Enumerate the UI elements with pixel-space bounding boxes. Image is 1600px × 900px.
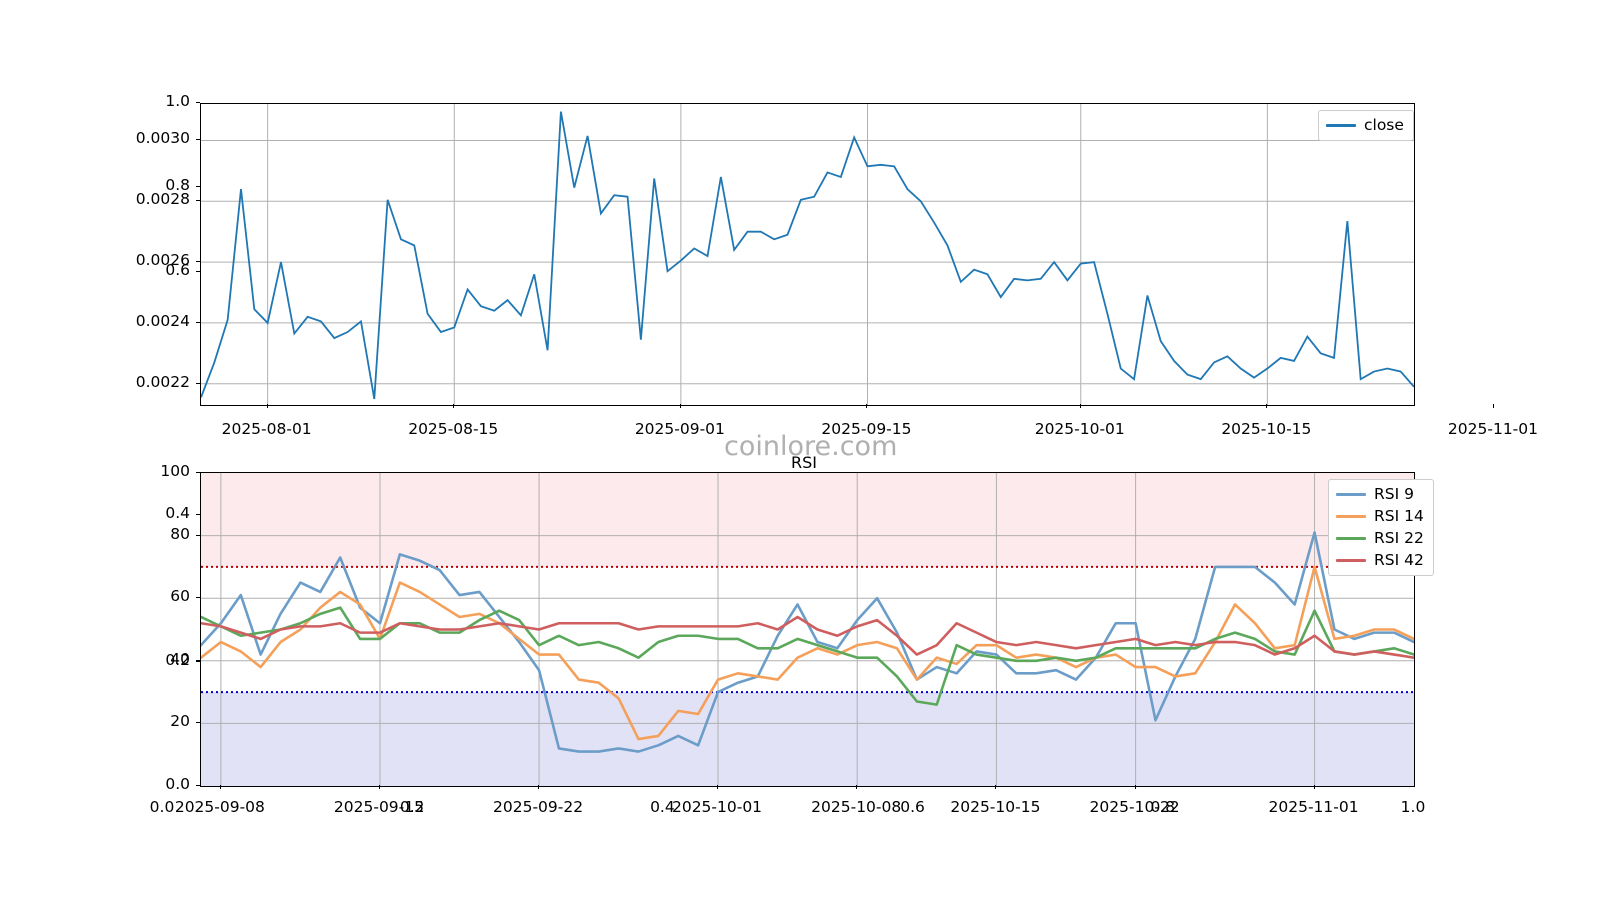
axis-tickmark — [219, 785, 221, 789]
axis-tickmark — [679, 404, 681, 408]
legend-line-swatch-icon — [1336, 493, 1366, 496]
legend-label: RSI 9 — [1374, 484, 1414, 503]
rsi-legend-item-0[interactable]: RSI 9 — [1336, 485, 1424, 504]
axis-tickmark — [196, 321, 200, 323]
rsi-legend-item-2[interactable]: RSI 22 — [1336, 529, 1424, 548]
price-x-tick-label: 2025-08-01 — [221, 420, 312, 438]
axis-tickmark — [196, 722, 200, 724]
rsi-x-tick-label: 2025-11-01 — [1268, 798, 1359, 816]
price-x-tick-label: 2025-08-15 — [408, 420, 499, 438]
axis-tickmark — [196, 661, 200, 663]
rsi-panel-title: RSI — [791, 453, 817, 472]
axis-tickmark — [1079, 404, 1081, 408]
axis-tickmark — [196, 472, 200, 473]
rsi-legend-item-1[interactable]: RSI 14 — [1336, 507, 1424, 526]
rsi-x-tick-label-secondary: 0.4 — [650, 798, 675, 816]
rsi-x-tick-label: 2025-10-22 — [1089, 798, 1180, 816]
axis-tickmark — [1492, 404, 1494, 408]
rsi-x-tick-label: 2025-09-22 — [493, 798, 584, 816]
rsi-y-tick-label: 60 — [170, 587, 190, 606]
price-x-tick-label: 2025-09-01 — [634, 420, 725, 438]
legend-label: RSI 14 — [1374, 506, 1424, 525]
axis-tickmark — [196, 139, 200, 141]
price-x-tick-label: 2025-10-01 — [1034, 420, 1125, 438]
legend-label: RSI 22 — [1374, 528, 1424, 547]
price-x-tick-label: 2025-10-15 — [1221, 420, 1312, 438]
axis-tickmark — [717, 785, 719, 789]
rsi-y-tick-label: 100 — [160, 462, 190, 480]
price-y-tick-label: 0.0030 — [135, 129, 190, 148]
axis-tickmark — [196, 261, 200, 263]
legend-label: close — [1364, 115, 1404, 134]
axis-tickmark — [196, 186, 200, 188]
price-y-tick-label: 0.0026 — [135, 251, 190, 270]
rsi-x-tick-label: 2025-10-08 — [811, 798, 902, 816]
axis-tickmark — [453, 404, 455, 408]
rsi-chart-legend: RSI 9 RSI 14 RSI 22 RSI 42 — [1328, 479, 1434, 576]
axis-tickmark — [995, 785, 997, 789]
axis-tickmark — [196, 597, 200, 599]
rsi-y-tick-label-secondary: 0.2 — [165, 651, 190, 670]
rsi-y-tick-label: 20 — [170, 712, 190, 731]
axis-tickmark — [1266, 404, 1268, 408]
axis-tickmark — [196, 270, 200, 272]
legend-label: RSI 42 — [1374, 550, 1424, 569]
legend-line-swatch-icon — [1336, 515, 1366, 518]
rsi-x-tick-label-secondary: 0.0 — [149, 798, 175, 816]
rsi-x-tick-label: 2025-10-01 — [671, 798, 763, 816]
axis-tickmark — [196, 102, 200, 103]
axis-tickmark — [196, 785, 200, 786]
axis-tickmark — [196, 382, 200, 384]
axis-tickmark — [856, 785, 858, 789]
axis-tickmark — [378, 785, 380, 789]
legend-line-swatch-icon — [1326, 124, 1356, 127]
price-y-tick-label-secondary: 1.0 — [165, 92, 190, 110]
rsi-x-tick-label-secondary: 1.0 — [1400, 798, 1426, 816]
axis-tickmark — [538, 785, 540, 789]
price-x-tick-label: 2025-09-15 — [821, 420, 912, 438]
axis-tickmark — [1313, 785, 1315, 789]
price-y-tick-label: 0.0024 — [135, 311, 190, 330]
axis-tickmark — [866, 404, 868, 408]
price-y-tick-label-secondary: 0.8 — [165, 176, 190, 195]
rsi-legend-item-3[interactable]: RSI 42 — [1336, 551, 1424, 570]
price-legend-item-0[interactable]: close — [1326, 116, 1404, 135]
rsi-chart-panel — [200, 472, 1415, 787]
axis-tickmark — [1134, 785, 1136, 789]
price-chart-plot — [201, 104, 1414, 405]
rsi-x-tick-label-secondary: 0.2 — [399, 798, 425, 816]
watermark-coinlore: coinlore.com — [724, 431, 898, 462]
price-chart-legend: close — [1318, 110, 1414, 141]
rsi-x-tick-label-secondary: 0.8 — [1150, 798, 1176, 816]
rsi-y-tick-label: 80 — [170, 524, 190, 543]
legend-line-swatch-icon — [1336, 559, 1366, 562]
rsi-chart-plot — [201, 473, 1414, 786]
price-y-tick-label: 0.0022 — [135, 372, 190, 391]
rsi-y-tick-label: 40 — [170, 649, 190, 668]
price-y-tick-label: 0.0028 — [135, 190, 190, 209]
rsi-x-tick-label-secondary: 0.6 — [900, 798, 925, 816]
price-chart-panel — [200, 103, 1415, 406]
axis-tickmark — [266, 404, 268, 408]
legend-line-swatch-icon — [1336, 537, 1366, 540]
price-x-tick-label: 2025-11-01 — [1447, 420, 1539, 438]
price-y-tick-label-secondary: 0.6 — [165, 260, 190, 279]
axis-tickmark — [196, 534, 200, 536]
axis-tickmark — [196, 200, 200, 202]
rsi-x-tick-label: 2025-09-15 — [333, 798, 424, 816]
axis-tickmark — [196, 659, 200, 661]
axis-tickmark — [196, 514, 200, 516]
rsi-x-tick-label: 2025-10-15 — [950, 798, 1041, 816]
rsi-y-tick-label-secondary: 0.0 — [165, 775, 190, 793]
rsi-x-tick-label: 2025-09-08 — [174, 798, 265, 816]
rsi-y-tick-label-secondary: 0.4 — [165, 504, 190, 523]
